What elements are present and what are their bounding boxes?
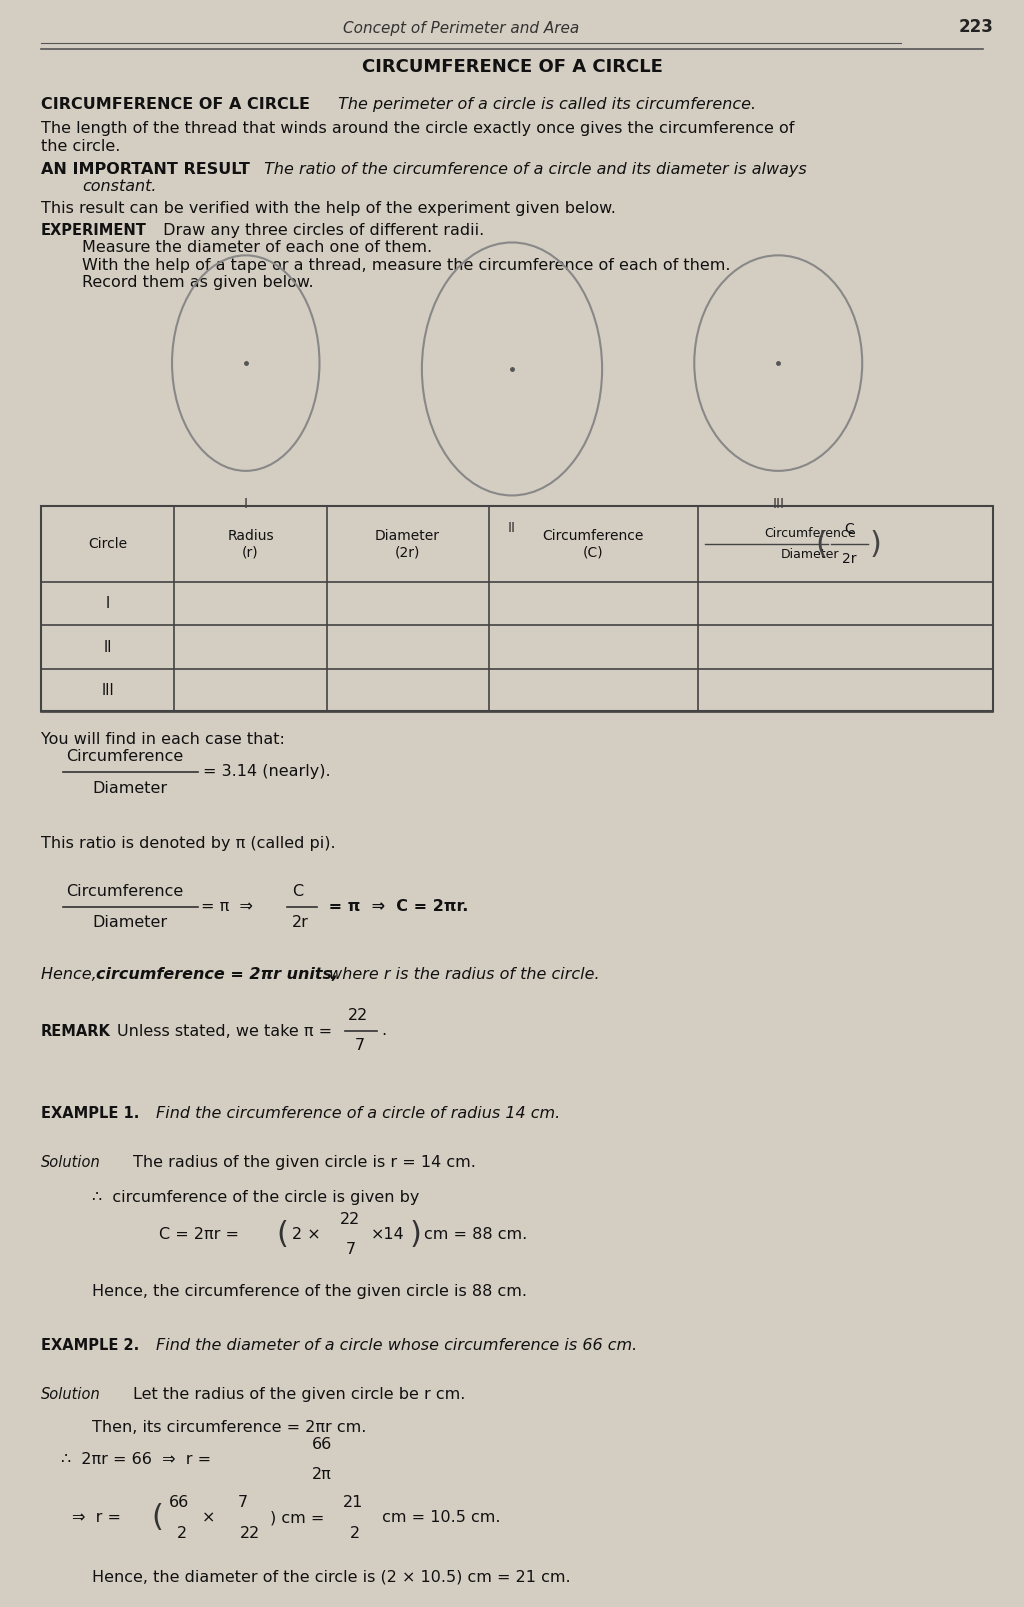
Text: AN IMPORTANT RESULT: AN IMPORTANT RESULT xyxy=(41,162,250,177)
Text: Then, its circumference = 2πr cm.: Then, its circumference = 2πr cm. xyxy=(92,1419,367,1435)
Text: Diameter
(2r): Diameter (2r) xyxy=(375,529,440,559)
Text: 2 ×: 2 × xyxy=(292,1228,326,1242)
Text: 2: 2 xyxy=(177,1525,187,1541)
Text: 7: 7 xyxy=(354,1038,365,1054)
Text: ∴  circumference of the circle is given by: ∴ circumference of the circle is given b… xyxy=(92,1191,420,1205)
Text: Find the circumference of a circle of radius 14 cm.: Find the circumference of a circle of ra… xyxy=(156,1106,560,1120)
Text: Unless stated, we take π =: Unless stated, we take π = xyxy=(117,1024,337,1038)
Text: cm = 10.5 cm.: cm = 10.5 cm. xyxy=(377,1511,501,1525)
Text: III: III xyxy=(101,683,114,697)
Text: Circumference: Circumference xyxy=(765,527,856,540)
Text: CIRCUMFERENCE OF A CIRCLE: CIRCUMFERENCE OF A CIRCLE xyxy=(361,58,663,76)
Text: C: C xyxy=(292,884,303,898)
Text: 7: 7 xyxy=(346,1242,356,1257)
Text: circumference = 2πr units,: circumference = 2πr units, xyxy=(96,967,338,982)
Text: 21: 21 xyxy=(343,1495,364,1511)
Text: Circumference: Circumference xyxy=(67,749,184,765)
Text: I: I xyxy=(244,497,248,511)
Text: C: C xyxy=(845,522,854,535)
Text: Draw any three circles of different radii.: Draw any three circles of different radi… xyxy=(158,222,484,238)
Text: Let the radius of the given circle be r cm.: Let the radius of the given circle be r … xyxy=(133,1387,466,1401)
Text: 2: 2 xyxy=(350,1525,360,1541)
Text: II: II xyxy=(508,521,516,535)
Text: EXAMPLE 1.: EXAMPLE 1. xyxy=(41,1106,139,1120)
Text: ) cm =: ) cm = xyxy=(270,1511,330,1525)
Text: 2π: 2π xyxy=(312,1467,332,1482)
Text: (: ( xyxy=(815,530,826,559)
Text: 22: 22 xyxy=(240,1525,260,1541)
Text: 66: 66 xyxy=(312,1437,333,1451)
Text: I: I xyxy=(105,596,110,611)
Text: Diameter: Diameter xyxy=(92,781,167,795)
Text: Diameter: Diameter xyxy=(781,548,840,561)
Text: Circumference: Circumference xyxy=(67,884,184,898)
Text: The radius of the given circle is r = 14 cm.: The radius of the given circle is r = 14… xyxy=(133,1155,476,1170)
Text: Solution: Solution xyxy=(41,1155,100,1170)
Text: EXPERIMENT: EXPERIMENT xyxy=(41,222,146,238)
Text: 22: 22 xyxy=(340,1212,360,1226)
Text: ): ) xyxy=(410,1220,422,1249)
Text: ×14: ×14 xyxy=(371,1228,404,1242)
Text: Radius
(r): Radius (r) xyxy=(227,529,273,559)
Bar xyxy=(41,506,993,710)
Text: = π  ⇒  C = 2πr.: = π ⇒ C = 2πr. xyxy=(323,898,468,914)
Text: Measure the diameter of each one of them.: Measure the diameter of each one of them… xyxy=(82,239,432,256)
Text: The ratio of the circumference of a circle and its diameter is always: The ratio of the circumference of a circ… xyxy=(259,162,807,177)
Text: Circumference
(C): Circumference (C) xyxy=(543,529,644,559)
Text: This result can be verified with the help of the experiment given below.: This result can be verified with the hel… xyxy=(41,201,615,217)
Text: ∴  2πr = 66  ⇒  r =: ∴ 2πr = 66 ⇒ r = xyxy=(61,1451,217,1467)
Text: ⇒  r =: ⇒ r = xyxy=(72,1511,126,1525)
Text: .: . xyxy=(381,1024,386,1038)
Text: = π  ⇒: = π ⇒ xyxy=(201,898,263,914)
Text: C = 2πr =: C = 2πr = xyxy=(159,1228,244,1242)
Text: The perimeter of a circle is called its circumference.: The perimeter of a circle is called its … xyxy=(333,96,756,112)
Text: You will find in each case that:: You will find in each case that: xyxy=(41,733,285,747)
Text: (: ( xyxy=(276,1220,289,1249)
Text: Diameter: Diameter xyxy=(92,916,167,930)
Text: Hence,: Hence, xyxy=(41,967,101,982)
Text: 22: 22 xyxy=(348,1008,369,1024)
Text: ×: × xyxy=(202,1511,215,1525)
Text: Hence, the circumference of the given circle is 88 cm.: Hence, the circumference of the given ci… xyxy=(92,1284,527,1298)
Text: Hence, the diameter of the circle is (2 × 10.5) cm = 21 cm.: Hence, the diameter of the circle is (2 … xyxy=(92,1570,570,1585)
Text: EXAMPLE 2.: EXAMPLE 2. xyxy=(41,1337,139,1353)
Text: With the help of a tape or a thread, measure the circumference of each of them.: With the help of a tape or a thread, mea… xyxy=(82,257,730,273)
Text: 2r: 2r xyxy=(292,916,308,930)
Text: REMARK: REMARK xyxy=(41,1024,111,1038)
Text: cm = 88 cm.: cm = 88 cm. xyxy=(424,1228,527,1242)
Text: II: II xyxy=(103,640,112,654)
Text: 223: 223 xyxy=(958,18,993,37)
Text: constant.: constant. xyxy=(82,180,157,194)
Text: Find the diameter of a circle whose circumference is 66 cm.: Find the diameter of a circle whose circ… xyxy=(156,1337,637,1353)
Text: where r is the radius of the circle.: where r is the radius of the circle. xyxy=(324,967,599,982)
Text: the circle.: the circle. xyxy=(41,140,121,154)
Text: 2r: 2r xyxy=(843,553,857,566)
Text: This ratio is denoted by π (called pi).: This ratio is denoted by π (called pi). xyxy=(41,836,336,852)
Text: CIRCUMFERENCE OF A CIRCLE: CIRCUMFERENCE OF A CIRCLE xyxy=(41,96,310,112)
Text: Concept of Perimeter and Area: Concept of Perimeter and Area xyxy=(343,21,579,37)
Text: Circle: Circle xyxy=(88,537,127,551)
Text: = 3.14 (nearly).: = 3.14 (nearly). xyxy=(203,765,331,779)
Text: III: III xyxy=(772,497,784,511)
Text: (: ( xyxy=(152,1504,164,1533)
Text: Solution: Solution xyxy=(41,1387,100,1401)
Text: Record them as given below.: Record them as given below. xyxy=(82,275,313,291)
Text: ): ) xyxy=(869,530,881,559)
Text: 7: 7 xyxy=(238,1495,248,1511)
Text: The length of the thread that winds around the circle exactly once gives the cir: The length of the thread that winds arou… xyxy=(41,121,795,135)
Text: 66: 66 xyxy=(169,1495,189,1511)
